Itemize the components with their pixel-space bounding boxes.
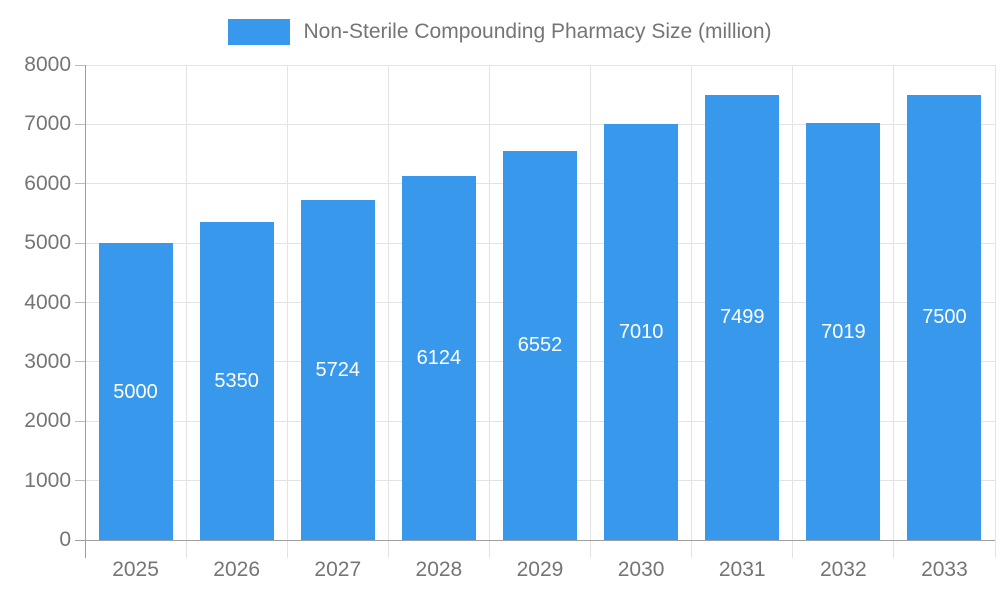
chart-legend[interactable]: Non-Sterile Compounding Pharmacy Size (m… [0,17,1000,47]
bar-value-label: 6552 [517,334,563,357]
y-tick-mark [75,183,85,185]
y-tick-mark [75,302,85,303]
y-tick-label: 6000 [24,171,71,195]
x-tick-label: 2026 [213,558,261,581]
bar-value-label: 7010 [618,320,664,343]
y-tick-mark [75,361,85,363]
bar-value-label: 6124 [416,347,462,370]
v-gridline [994,65,996,558]
v-gridline [893,65,895,558]
y-tick-label: 7000 [24,112,71,136]
bar-2027[interactable]: 5724 [300,200,375,540]
y-tick-label: 2000 [24,409,71,433]
y-tick-mark [75,480,85,482]
h-gridline [85,123,995,125]
y-tick-mark [75,123,85,125]
bar-2028[interactable]: 6124 [401,176,476,540]
x-tick-label: 2031 [718,558,766,581]
bar-value-label: 5000 [113,380,158,403]
bar-2031[interactable]: 7499 [705,94,780,540]
bar-2033[interactable]: 7500 [907,94,982,540]
bar-2032[interactable]: 7019 [806,123,881,540]
x-tick-label: 2029 [516,558,564,581]
v-gridline [488,65,490,558]
v-gridline [590,65,592,558]
v-gridline [286,65,288,558]
y-tick-label: 8000 [24,53,71,76]
y-tick-label: 5000 [24,231,71,255]
bar-2030[interactable]: 7010 [604,123,679,540]
v-gridline [691,65,693,558]
y-axis-line [84,65,86,558]
bar-value-label: 7500 [922,306,967,329]
y-tick-mark [75,242,85,244]
y-tick-label: 1000 [24,468,71,492]
y-tick-label: 3000 [24,349,71,373]
v-gridline [387,65,389,558]
x-tick-label: 2033 [921,558,968,581]
y-tick-label: 4000 [24,290,71,314]
y-tick-label: 0 [59,528,71,551]
y-tick-mark [75,64,85,66]
v-gridline [792,65,794,558]
bar-value-label: 7499 [719,306,765,329]
y-tick-mark [75,420,85,422]
x-tick-label: 2030 [617,558,665,581]
h-gridline [85,64,995,66]
x-tick-label: 2027 [314,558,362,581]
v-gridline [185,65,187,558]
bar-2026[interactable]: 5350 [199,222,274,540]
bar-2025[interactable]: 5000 [98,243,173,540]
legend-swatch [228,19,291,45]
x-tick-label: 2028 [415,558,463,581]
x-axis-line [75,539,995,541]
legend-label: Non-Sterile Compounding Pharmacy Size (m… [303,20,772,43]
bar-value-label: 5350 [214,370,259,393]
bar-value-label: 7019 [821,320,866,343]
x-tick-label: 2025 [112,558,159,581]
bar-value-label: 5724 [315,359,361,382]
x-tick-label: 2032 [819,558,867,581]
bar-2029[interactable]: 6552 [503,150,577,540]
